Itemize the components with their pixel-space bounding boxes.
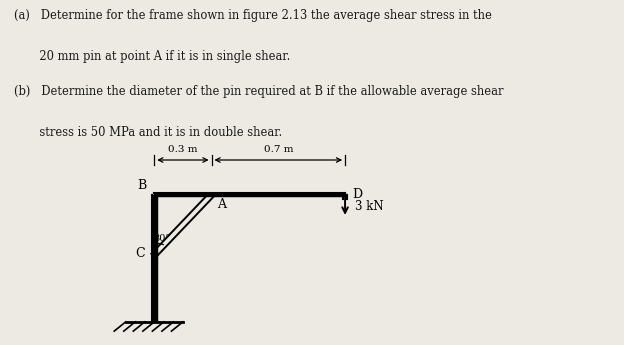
Text: (b)   Determine the diameter of the pin required at B if the allowable average s: (b) Determine the diameter of the pin re… (14, 85, 503, 98)
Text: 20 mm pin at point A if it is in single shear.: 20 mm pin at point A if it is in single … (14, 50, 290, 63)
Text: D: D (353, 188, 363, 201)
Text: B: B (137, 179, 147, 193)
Text: 3 kN: 3 kN (354, 200, 383, 213)
Text: stress is 50 MPa and it is in double shear.: stress is 50 MPa and it is in double she… (14, 126, 282, 139)
Text: 0.7 m: 0.7 m (263, 145, 293, 154)
Text: 30°: 30° (153, 234, 170, 243)
Text: 0.3 m: 0.3 m (168, 145, 198, 154)
Text: (a)   Determine for the frame shown in figure 2.13 the average shear stress in t: (a) Determine for the frame shown in fig… (14, 9, 492, 22)
Text: C: C (135, 247, 145, 260)
Text: A: A (217, 198, 227, 211)
